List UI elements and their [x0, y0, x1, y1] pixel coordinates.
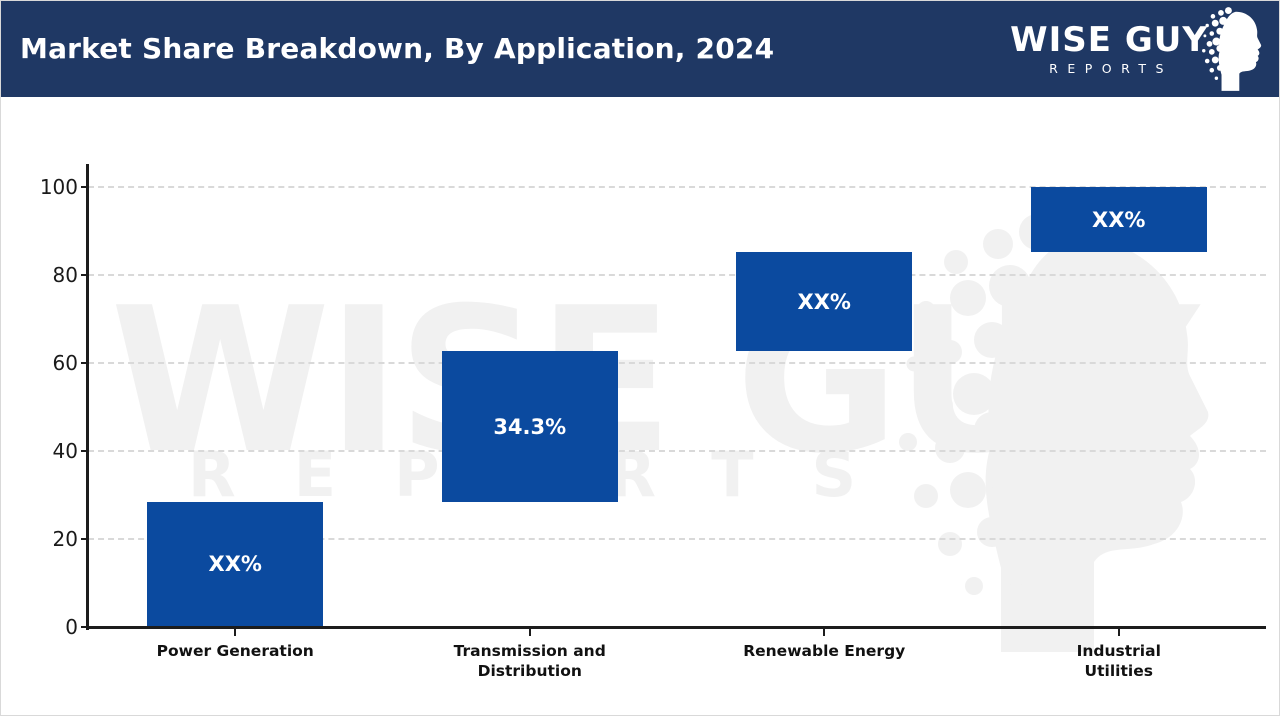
y-tick-mark: [81, 273, 88, 276]
bar-value-label: XX%: [1092, 207, 1146, 232]
logo-wordmark: WISE GUY: [1010, 20, 1208, 61]
bar-value-label: XX%: [208, 552, 262, 577]
gridline: [88, 537, 1266, 540]
bar-value-label: 34.3%: [493, 414, 567, 439]
x-tick-mark: [1117, 628, 1120, 636]
gridline: [88, 186, 1266, 189]
x-axis-line: [86, 625, 1266, 629]
waterfall-chart: 0 20 40 60 80 100 XX% Power Generation 34.3% Tran…: [0, 97, 1280, 715]
y-tick-mark: [81, 537, 88, 540]
gridline: [88, 449, 1266, 452]
y-tick-label: 80: [52, 262, 78, 287]
y-tick-mark: [81, 625, 88, 628]
y-tick-mark: [81, 186, 88, 189]
y-tick-label: 40: [52, 438, 78, 463]
bar: XX%: [736, 252, 913, 352]
x-tick-mark: [234, 628, 237, 636]
category-label: Power Generation: [156, 641, 314, 660]
y-tick-mark: [81, 449, 88, 452]
bar: 34.3%: [441, 351, 618, 503]
y-tick-label: 20: [52, 526, 78, 551]
bar: XX%: [147, 502, 324, 627]
bar-value-label: XX%: [797, 289, 851, 314]
y-tick-label: 100: [39, 175, 78, 200]
watermark-face-icon: [899, 214, 1209, 652]
x-tick-mark: [823, 628, 826, 636]
y-axis-line: [86, 164, 89, 630]
wiseguy-logo-text: WISE GUY REPORTS: [1010, 20, 1208, 76]
bar: XX%: [1030, 187, 1207, 253]
gridline: [88, 273, 1266, 276]
wiseguy-face-icon: [1202, 7, 1262, 91]
category-label: Renewable Energy: [743, 641, 906, 660]
x-tick-mark: [528, 628, 531, 636]
gridline: [88, 361, 1266, 364]
y-tick-label: 60: [52, 350, 78, 375]
y-tick-mark: [81, 361, 88, 364]
logo-subtitle: REPORTS: [1049, 60, 1173, 76]
category-label: Transmission and Distribution: [453, 641, 606, 680]
category-label: Industrial Utilities: [1076, 641, 1161, 680]
wiseguy-logo: WISE GUY REPORTS: [1010, 6, 1272, 92]
page-title: Market Share Breakdown, By Application, …: [20, 32, 775, 65]
y-tick-label: 0: [65, 614, 78, 639]
header-banner: Market Share Breakdown, By Application, …: [0, 0, 1280, 97]
